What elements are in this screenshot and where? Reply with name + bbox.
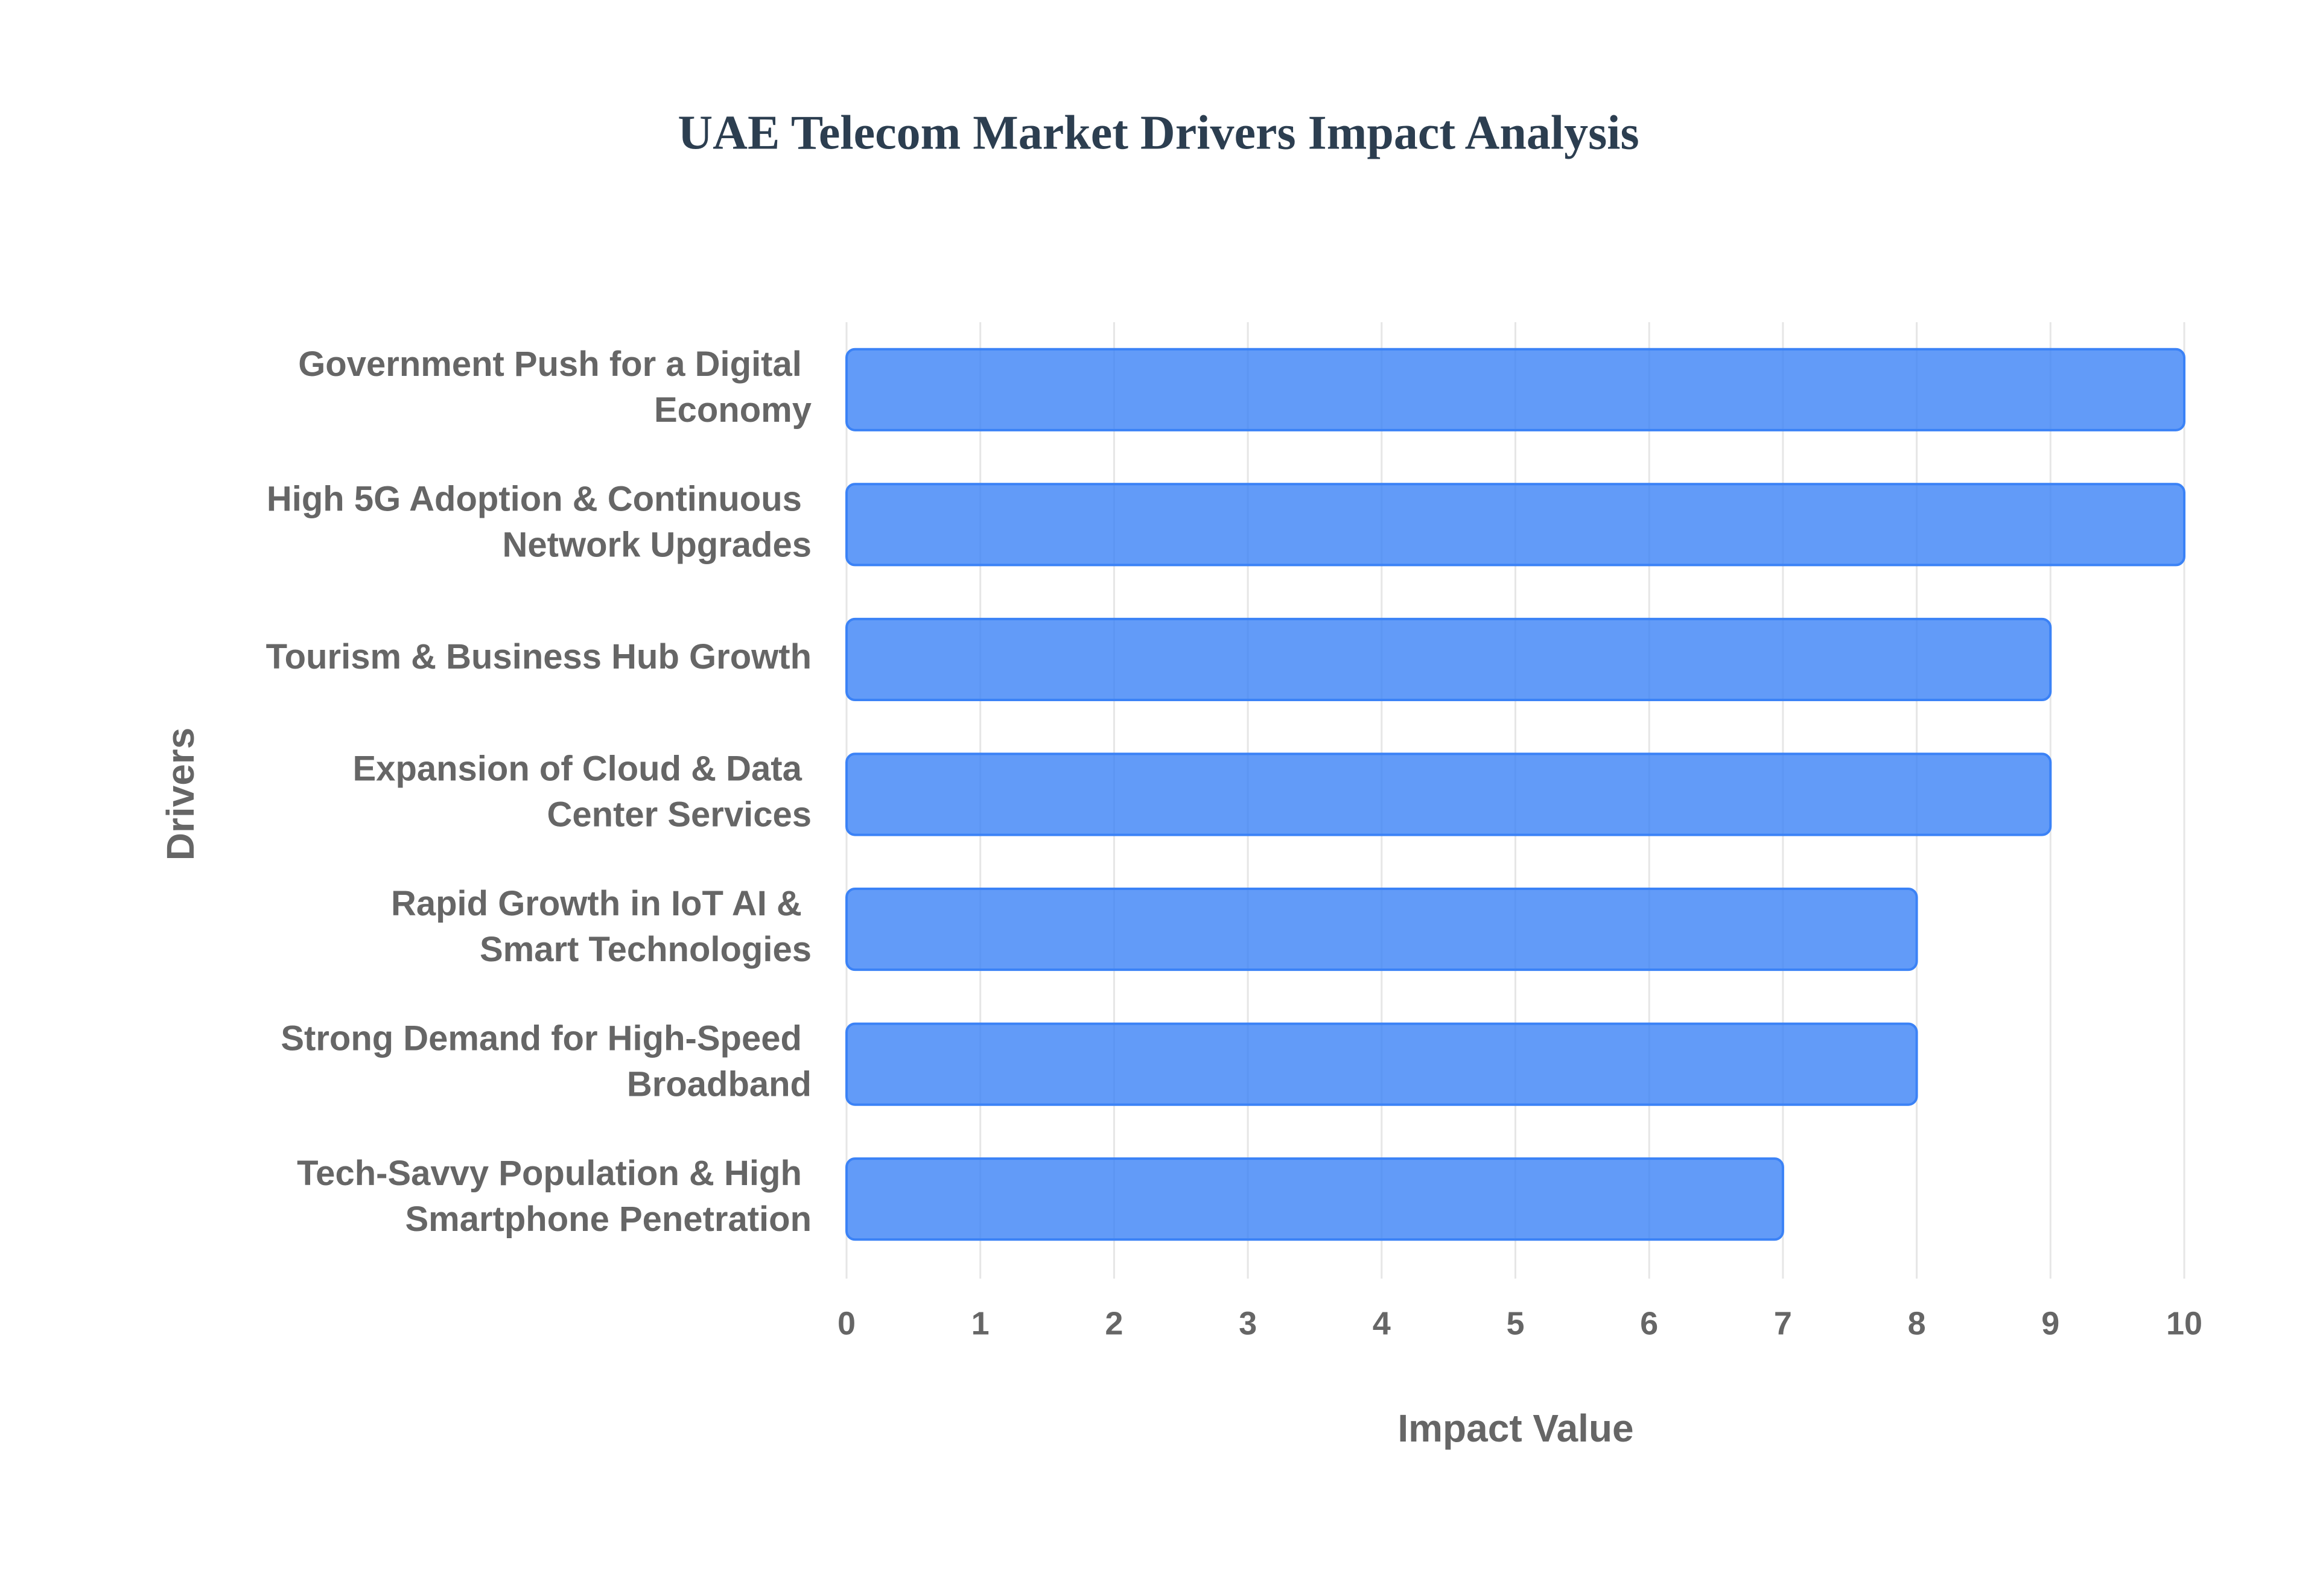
y-tick-label: Strong Demand for High-Speed Broadband (281, 1019, 812, 1104)
x-tick-label: 4 (1373, 1305, 1391, 1341)
bar (845, 348, 2185, 431)
bar (845, 888, 1918, 971)
bar (845, 1157, 1784, 1241)
bar (845, 1022, 1918, 1106)
x-tick-label: 2 (1105, 1305, 1123, 1341)
bar (845, 483, 2185, 567)
x-tick-label: 6 (1640, 1305, 1658, 1341)
y-tick-label: Tech-Savvy Population & High Smartphone … (297, 1154, 812, 1239)
x-tick-label: 5 (1506, 1305, 1524, 1341)
x-tick-label: 10 (2166, 1305, 2202, 1341)
x-tick-label: 1 (971, 1305, 990, 1341)
x-tick-label: 7 (1774, 1305, 1792, 1341)
bar (845, 752, 2052, 836)
y-axis-title: Drivers (159, 728, 202, 861)
bar (845, 617, 2052, 702)
y-tick-label: High 5G Adoption & Continuous Network Up… (267, 480, 812, 565)
y-tick-label: Expansion of Cloud & Data Center Service… (353, 749, 812, 835)
y-tick-label: Tourism & Business Hub Growth (266, 637, 812, 676)
x-tick-label: 3 (1239, 1305, 1257, 1341)
y-tick-label: Rapid Growth in IoT AI & Smart Technolog… (391, 884, 812, 969)
x-tick-label: 8 (1908, 1305, 1926, 1341)
x-axis-title: Impact Value (1397, 1407, 1633, 1450)
chart-title: UAE Telecom Market Drivers Impact Analys… (678, 106, 1639, 159)
x-tick-label: 0 (837, 1305, 856, 1341)
x-tick-label: 9 (2041, 1305, 2059, 1341)
y-tick-label: Government Push for a Digital Economy (298, 345, 812, 430)
